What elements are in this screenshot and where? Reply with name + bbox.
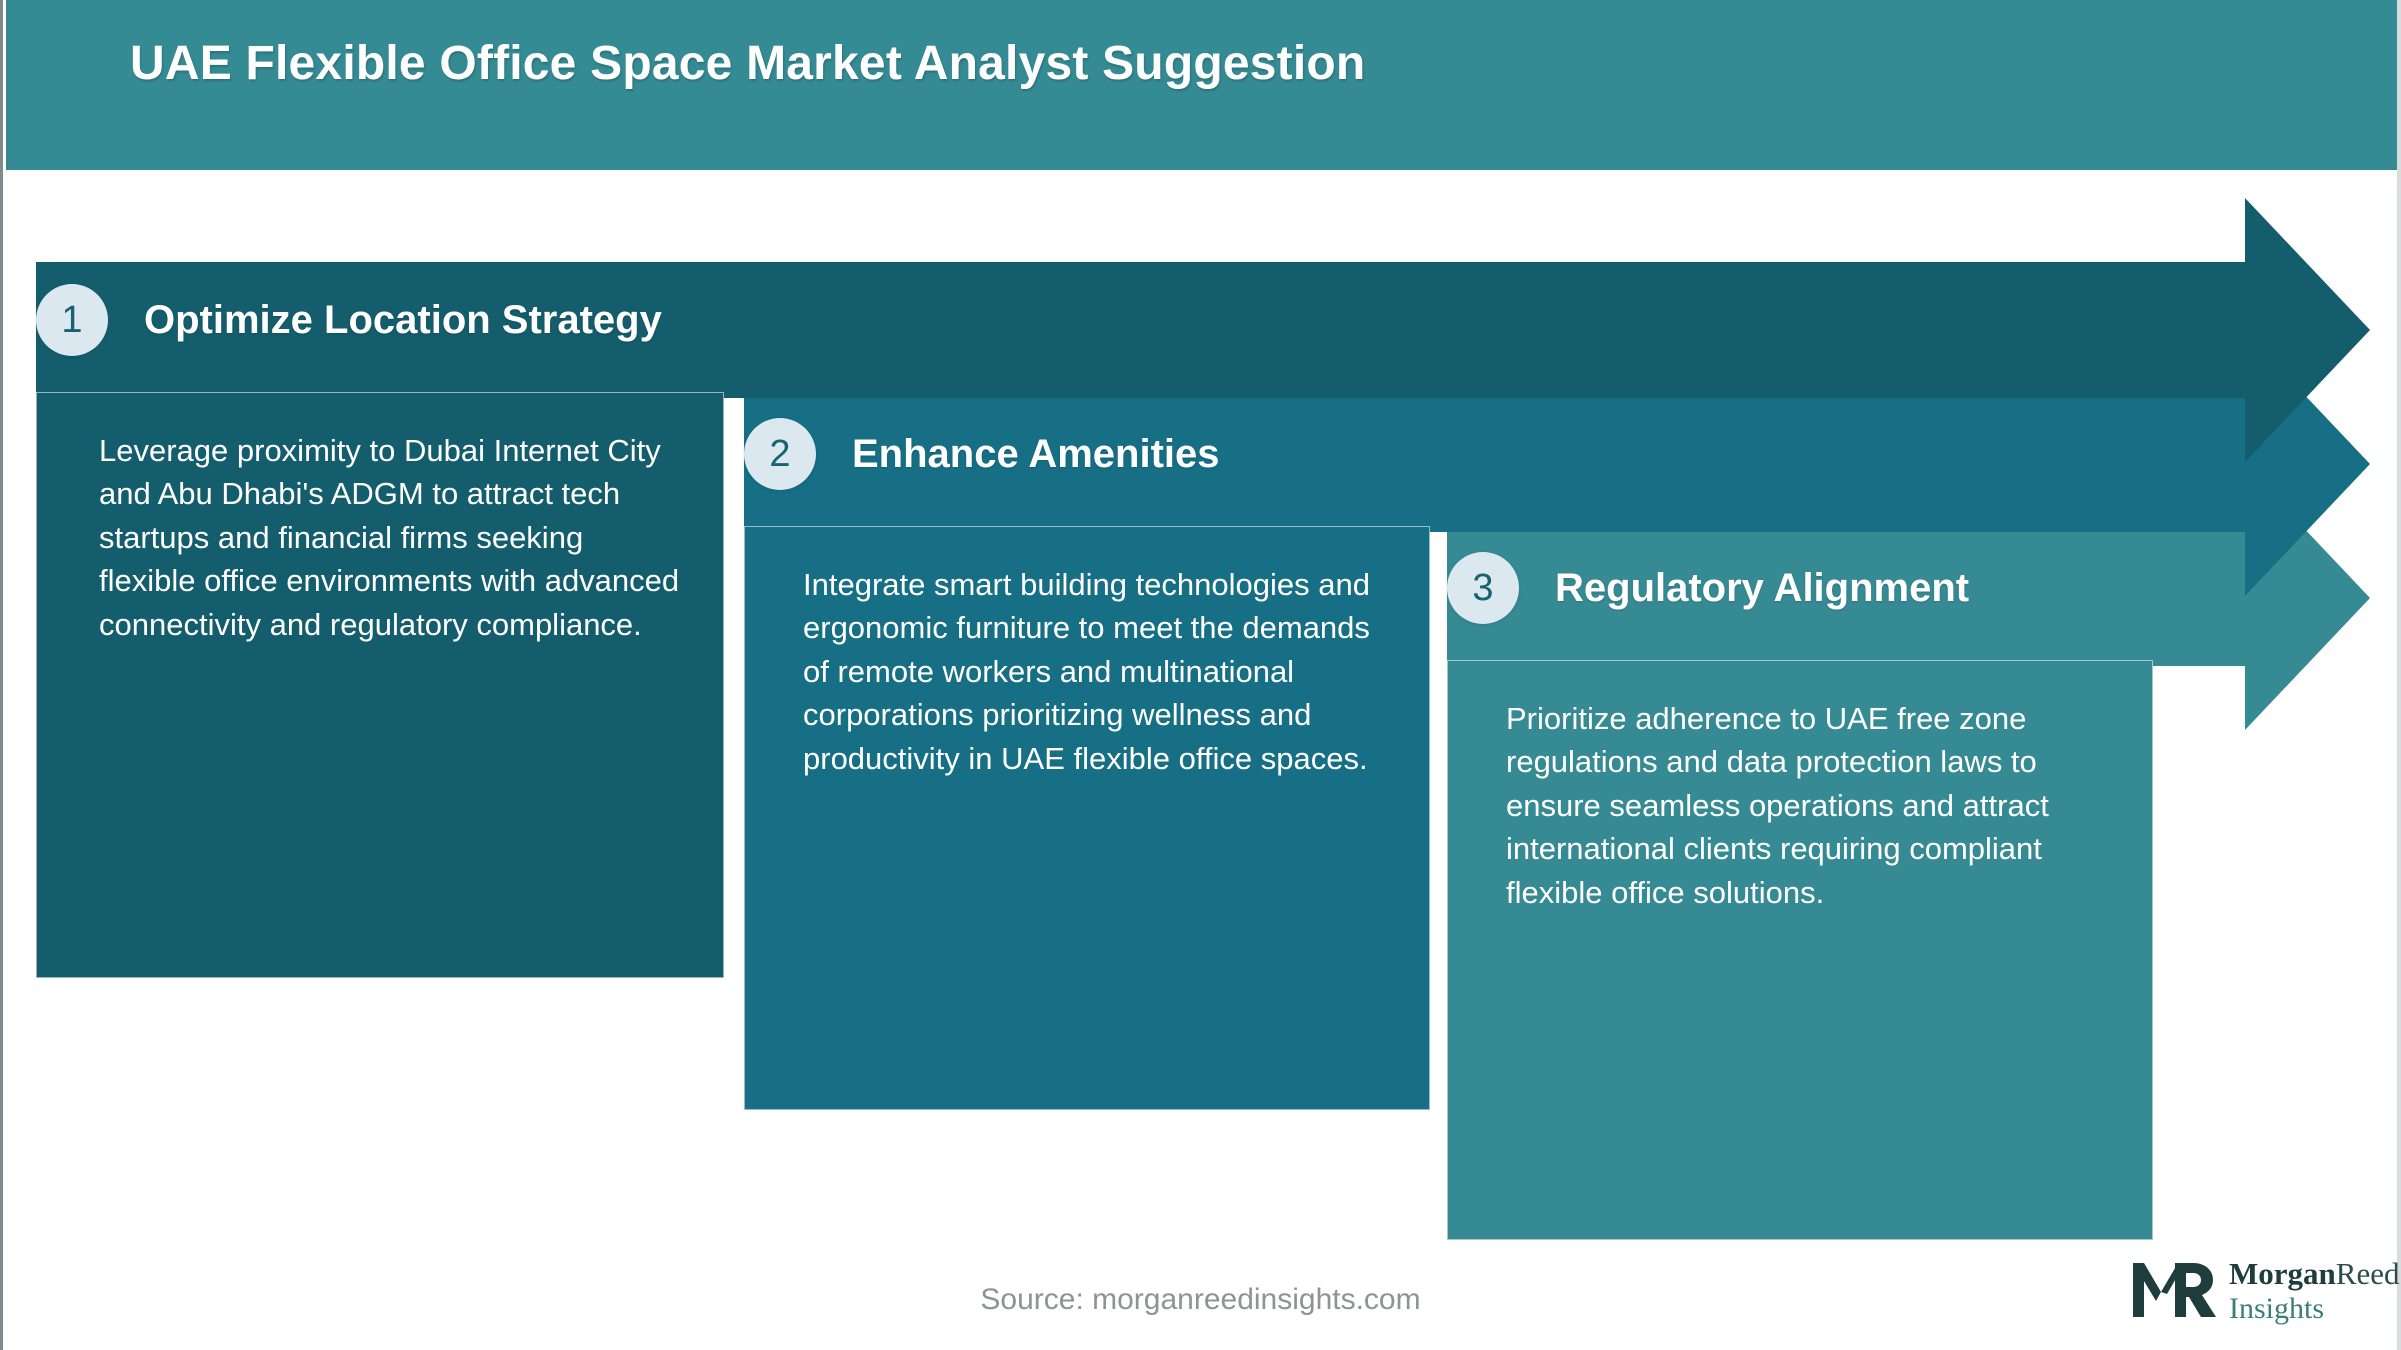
step-title-1: Optimize Location Strategy: [144, 297, 662, 342]
header-band: UAE Flexible Office Space Market Analyst…: [6, 0, 2397, 170]
step-number-badge-1: 1: [36, 284, 108, 356]
step-description-card-1: Leverage proximity to Dubai Internet Cit…: [36, 392, 724, 978]
step-title-3: Regulatory Alignment: [1555, 565, 1970, 610]
source-attribution: Source: morganreedinsights.com: [980, 1283, 1421, 1316]
brand-word-insights: Insights: [2229, 1292, 2325, 1325]
step-description-card-3: Prioritize adherence to UAE free zone re…: [1447, 660, 2153, 1240]
page-title: UAE Flexible Office Space Market Analyst…: [130, 37, 1366, 90]
brand-logo: MorganReed Insights: [2131, 1258, 2399, 1324]
step-number-badge-3: 3: [1447, 552, 1519, 624]
brand-name-line: MorganReed: [2229, 1258, 2399, 1289]
step-band-1[interactable]: 1 Optimize Location Strategy: [36, 262, 2246, 378]
step-title-2: Enhance Amenities: [852, 431, 1220, 476]
step-description-text-1: Leverage proximity to Dubai Internet Cit…: [99, 433, 680, 642]
step-description-card-2: Integrate smart building technologies an…: [744, 526, 1430, 1110]
brand-word-morgan: Morgan: [2229, 1256, 2336, 1291]
step-number-badge-2: 2: [744, 418, 816, 490]
mr-monogram-icon: [2131, 1259, 2217, 1324]
step-description-text-3: Prioritize adherence to UAE free zone re…: [1506, 701, 2049, 910]
brand-word-reed: Reed: [2335, 1256, 2400, 1291]
step-description-text-2: Integrate smart building technologies an…: [803, 567, 1370, 776]
step-band-3[interactable]: 3 Regulatory Alignment: [1447, 530, 2246, 646]
right-border-rule: [2397, 0, 2401, 1350]
brand-wordmark: MorganReed Insights: [2229, 1258, 2399, 1324]
step-band-2[interactable]: 2 Enhance Amenities: [744, 396, 2246, 512]
left-border-rule: [0, 0, 6, 1350]
